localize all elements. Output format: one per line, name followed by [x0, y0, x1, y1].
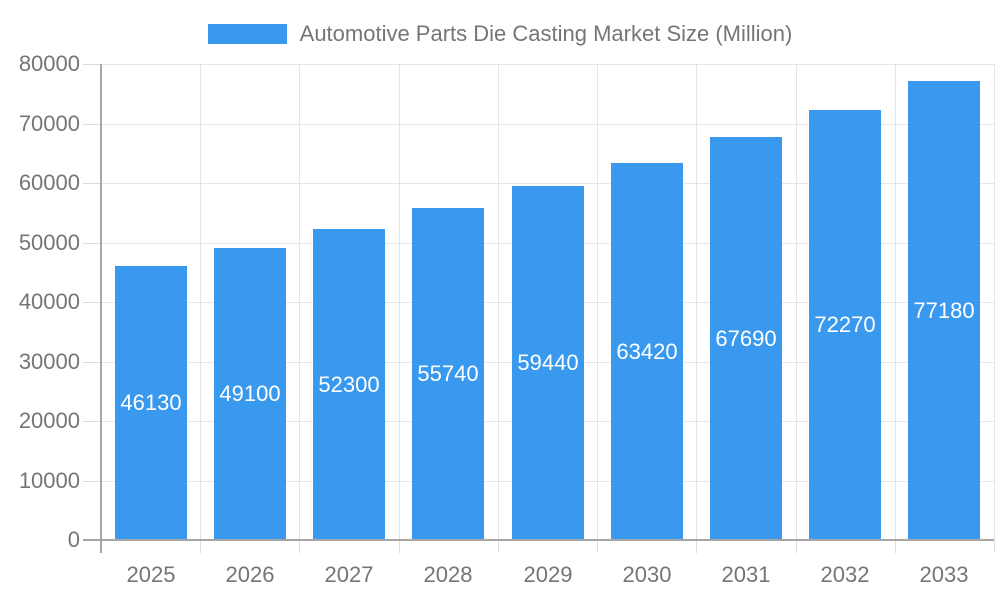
x-axis-label: 2029 [523, 562, 573, 587]
y-axis-label: 20000 [18, 408, 80, 433]
x-axis-line [83, 539, 994, 541]
y-axis-label: 60000 [18, 170, 80, 195]
y-axis-label: 80000 [18, 51, 80, 76]
legend-swatch [207, 24, 287, 44]
x-tick-mark [498, 540, 499, 553]
x-axis-label: 2031 [721, 562, 771, 587]
y-axis-label: 30000 [18, 348, 80, 374]
x-axis-label: 2033 [919, 562, 969, 587]
bar-2032[interactable]: 72270 [809, 110, 881, 540]
y-axis-label: 10000 [18, 467, 80, 493]
y-tick-mark [83, 480, 101, 482]
x-gridline [200, 64, 201, 540]
bar-value-label: 59440 [517, 350, 579, 375]
x-tick-mark [994, 540, 995, 553]
bar-2025[interactable]: 46130 [115, 266, 187, 540]
x-axis-label: 2028 [423, 562, 473, 587]
bar-2030[interactable]: 63420 [611, 163, 683, 540]
x-tick-mark [200, 540, 201, 553]
y-tick-mark [83, 421, 101, 422]
y-axis-line [100, 64, 102, 553]
bar-2033[interactable]: 77180 [908, 81, 980, 540]
y-axis-label: 50000 [18, 229, 80, 255]
bar-value-label: 49100 [219, 381, 281, 406]
x-tick-mark [299, 540, 300, 553]
bar-2027[interactable]: 52300 [313, 229, 385, 540]
y-gridline [101, 64, 994, 65]
x-gridline [299, 64, 300, 540]
x-gridline [696, 64, 697, 540]
bar-value-label: 72270 [814, 312, 876, 337]
bar-value-label: 67690 [715, 325, 777, 351]
x-tick-mark [796, 540, 797, 553]
x-gridline [498, 64, 499, 540]
y-gridline [101, 123, 994, 125]
x-gridline [399, 64, 400, 540]
x-gridline [895, 64, 896, 540]
x-axis-label: 2026 [225, 562, 275, 587]
x-gridline [796, 64, 797, 540]
x-tick-mark [895, 540, 896, 553]
bar-2031[interactable]: 67690 [710, 137, 782, 540]
bar-value-label: 52300 [318, 371, 380, 397]
chart-legend-item[interactable]: Automotive Parts Die Casting Market Size… [0, 20, 1000, 48]
x-axis-label: 2032 [820, 562, 870, 587]
bar-value-label: 77180 [913, 297, 975, 323]
y-tick-mark [83, 123, 101, 125]
bar-2028[interactable]: 55740 [412, 208, 484, 540]
x-tick-mark [696, 540, 697, 553]
x-gridline [597, 64, 598, 540]
y-tick-mark [83, 64, 101, 65]
bar-value-label: 63420 [616, 338, 678, 364]
bar-value-label: 46130 [120, 390, 182, 415]
x-gridline [994, 64, 995, 540]
chart-title: Automotive Parts Die Casting Market Size… [299, 21, 793, 46]
y-tick-mark [83, 302, 101, 303]
y-gridline [101, 183, 994, 184]
bar-value-label: 55740 [417, 361, 479, 386]
y-tick-mark [83, 361, 101, 363]
y-axis-label: 40000 [18, 289, 80, 314]
x-tick-mark [399, 540, 400, 553]
y-tick-mark [83, 183, 101, 184]
y-tick-mark [83, 242, 101, 244]
bar-2026[interactable]: 49100 [214, 248, 286, 540]
x-axis-label: 2027 [324, 562, 374, 587]
plot-area: 46130 49100 52300 55740 59440 63420 67690 72270… [101, 64, 995, 540]
y-axis-label: 70000 [18, 110, 80, 136]
x-tick-mark [597, 540, 598, 553]
y-axis-label: 0 [67, 527, 80, 552]
x-axis-label: 2030 [622, 562, 672, 587]
bar-2029[interactable]: 59440 [512, 186, 584, 540]
x-axis-label: 2025 [126, 562, 176, 587]
